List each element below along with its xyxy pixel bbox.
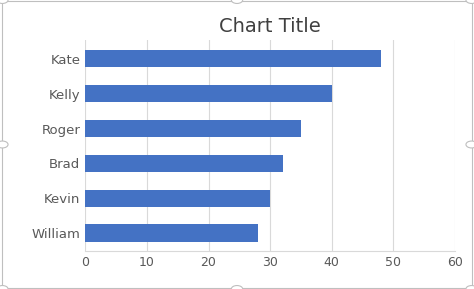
Bar bbox=[85, 50, 381, 68]
Bar bbox=[85, 85, 332, 102]
Bar bbox=[85, 120, 301, 137]
Title: Chart Title: Chart Title bbox=[219, 17, 321, 36]
Bar bbox=[85, 155, 283, 172]
Bar bbox=[85, 224, 258, 242]
Bar bbox=[85, 190, 270, 207]
